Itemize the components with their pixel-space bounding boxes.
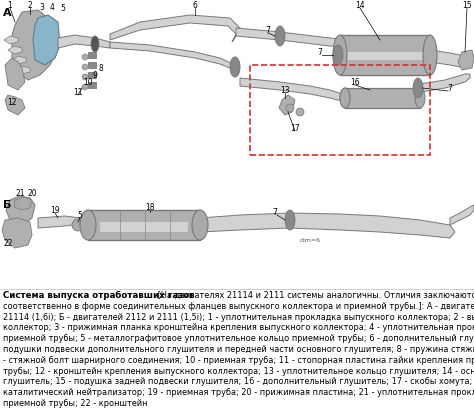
- Ellipse shape: [82, 84, 88, 90]
- Text: - стяжной болт шарнирного соединения; 10 - приемная труба; 11 - стопорная пласти: - стяжной болт шарнирного соединения; 10…: [3, 356, 474, 365]
- Text: коллектор; 3 - прижимная планка кронштейна крепления выпускного коллектора; 4 - : коллектор; 3 - прижимная планка кронштей…: [3, 324, 474, 332]
- Text: 10: 10: [83, 78, 93, 86]
- Polygon shape: [450, 205, 474, 225]
- Text: 7: 7: [265, 25, 271, 35]
- Bar: [88, 82, 96, 88]
- Bar: [100, 222, 188, 232]
- Bar: [88, 62, 96, 68]
- Polygon shape: [4, 36, 18, 44]
- Text: 22: 22: [3, 239, 13, 248]
- Text: 4: 4: [50, 3, 55, 12]
- Text: 21: 21: [15, 188, 25, 198]
- Ellipse shape: [192, 210, 208, 240]
- Bar: [340, 35, 430, 75]
- Bar: [250, 65, 430, 155]
- Polygon shape: [14, 197, 32, 210]
- Ellipse shape: [91, 36, 99, 52]
- Ellipse shape: [296, 108, 304, 116]
- Text: 20: 20: [27, 188, 37, 198]
- Text: 7: 7: [273, 208, 277, 216]
- Bar: [88, 52, 96, 58]
- Polygon shape: [279, 95, 295, 115]
- Polygon shape: [5, 95, 25, 115]
- Ellipse shape: [423, 35, 437, 75]
- Polygon shape: [12, 10, 55, 80]
- Ellipse shape: [333, 35, 347, 75]
- Polygon shape: [200, 213, 455, 238]
- Text: 5: 5: [78, 211, 82, 219]
- Polygon shape: [58, 35, 110, 48]
- Bar: [345, 52, 425, 60]
- Text: Система выпуска отработавших газов: Система выпуска отработавших газов: [3, 291, 195, 300]
- Text: 6: 6: [192, 0, 198, 10]
- Ellipse shape: [72, 219, 84, 231]
- Text: 19: 19: [50, 206, 60, 214]
- Polygon shape: [458, 50, 474, 70]
- Text: соответственно в форме соединительных фланцев выпускного коллектора и приемной т: соответственно в форме соединительных фл…: [3, 302, 474, 311]
- Ellipse shape: [82, 54, 88, 60]
- Text: подушки подвески дополнительного глушителя и передней части основного глушителя;: подушки подвески дополнительного глушите…: [3, 345, 474, 354]
- Text: 9: 9: [92, 70, 98, 80]
- Text: каталитический нейтрализатор; 19 - приемная труба; 20 - прижимная пластина; 21 -: каталитический нейтрализатор; 19 - прием…: [3, 388, 474, 397]
- Bar: [345, 88, 420, 108]
- Ellipse shape: [340, 88, 350, 108]
- Text: [На двигателях 21114 и 2111 системы аналогичны. Отличия заключаются: [На двигателях 21114 и 2111 системы анал…: [155, 291, 474, 300]
- Ellipse shape: [415, 88, 425, 108]
- Polygon shape: [430, 50, 470, 68]
- Text: 5: 5: [61, 3, 65, 13]
- Text: 11: 11: [73, 88, 83, 96]
- Polygon shape: [5, 58, 25, 90]
- Text: 7: 7: [447, 83, 453, 93]
- Polygon shape: [38, 216, 80, 228]
- Text: 18: 18: [145, 203, 155, 211]
- Polygon shape: [8, 46, 22, 54]
- Text: 7: 7: [318, 48, 322, 56]
- Text: 14: 14: [355, 0, 365, 10]
- Ellipse shape: [82, 64, 88, 70]
- Text: dim=6: dim=6: [300, 238, 320, 243]
- Polygon shape: [33, 15, 60, 65]
- Text: 17: 17: [290, 123, 300, 133]
- Text: 2: 2: [27, 0, 32, 10]
- Bar: [88, 72, 96, 78]
- Text: А: А: [3, 8, 12, 18]
- Text: 8: 8: [99, 63, 103, 73]
- Polygon shape: [16, 66, 30, 74]
- Ellipse shape: [413, 78, 423, 98]
- Polygon shape: [110, 42, 235, 70]
- Polygon shape: [240, 78, 345, 102]
- Ellipse shape: [340, 88, 350, 108]
- Text: 1: 1: [8, 0, 12, 10]
- Text: приемной трубы; 22 - кронштейн: приемной трубы; 22 - кронштейн: [3, 399, 147, 408]
- Ellipse shape: [82, 74, 88, 80]
- Ellipse shape: [286, 104, 294, 112]
- Ellipse shape: [333, 45, 343, 65]
- Text: 13: 13: [280, 85, 290, 95]
- Text: 21114 (1,6i); Б - двигателей 2112 и 2111 (1,5i); 1 - уплотнительная прокладка вы: 21114 (1,6i); Б - двигателей 2112 и 2111…: [3, 313, 474, 322]
- Ellipse shape: [285, 210, 295, 230]
- Ellipse shape: [80, 210, 96, 240]
- Ellipse shape: [230, 57, 240, 77]
- Polygon shape: [420, 74, 470, 92]
- Text: трубы; 12 - кронштейн крепления выпускного коллектора; 13 - уплотнительное кольц: трубы; 12 - кронштейн крепления выпускно…: [3, 367, 474, 376]
- Text: глушитель; 15 - подушка задней подвески глушителя; 16 - дополнительный глушитель: глушитель; 15 - подушка задней подвески …: [3, 377, 474, 387]
- Text: приемной трубы; 5 - металлографитовое уплотнительное кольцо приемной трубы; 6 - : приемной трубы; 5 - металлографитовое уп…: [3, 334, 474, 343]
- Text: Б: Б: [3, 200, 11, 210]
- Ellipse shape: [275, 26, 285, 46]
- Polygon shape: [236, 28, 430, 57]
- Polygon shape: [2, 218, 32, 248]
- Text: 3: 3: [39, 3, 45, 12]
- Polygon shape: [110, 15, 240, 42]
- Polygon shape: [6, 196, 35, 225]
- Polygon shape: [12, 56, 26, 64]
- Text: 15: 15: [462, 0, 472, 10]
- Text: 12: 12: [7, 98, 17, 106]
- Text: 16: 16: [350, 78, 360, 86]
- Bar: [88, 210, 200, 240]
